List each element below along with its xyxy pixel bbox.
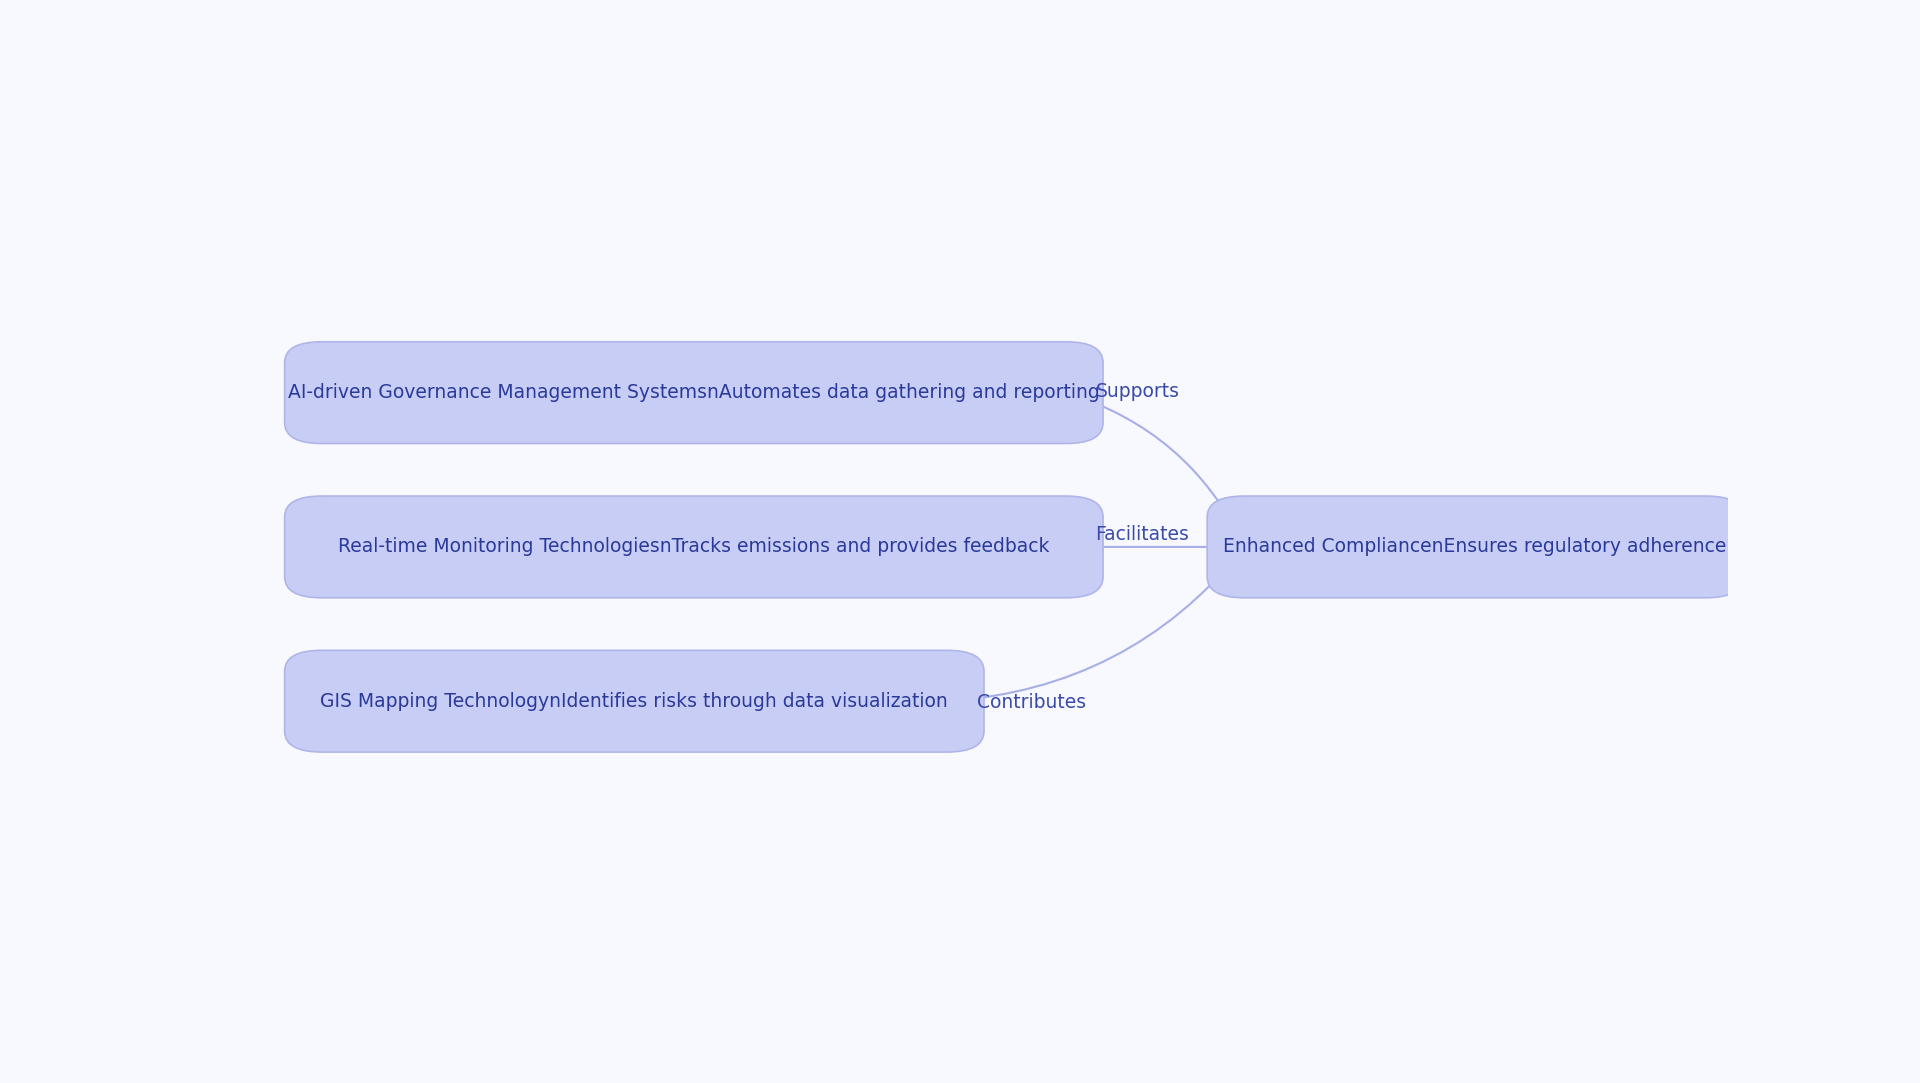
Text: AI-driven Governance Management SystemsnAutomates data gathering and reporting: AI-driven Governance Management Systemsn…	[288, 383, 1100, 402]
FancyBboxPatch shape	[284, 342, 1102, 444]
Text: Real-time Monitoring TechnologiesnTracks emissions and provides feedback: Real-time Monitoring TechnologiesnTracks…	[338, 537, 1050, 557]
Text: Enhanced CompliancenEnsures regulatory adherence: Enhanced CompliancenEnsures regulatory a…	[1223, 537, 1726, 557]
Text: GIS Mapping TechnologynIdentifies risks through data visualization: GIS Mapping TechnologynIdentifies risks …	[321, 692, 948, 710]
FancyBboxPatch shape	[1208, 496, 1743, 598]
Text: Contributes: Contributes	[977, 693, 1085, 712]
FancyArrowPatch shape	[1069, 543, 1238, 551]
FancyArrowPatch shape	[950, 551, 1240, 701]
FancyArrowPatch shape	[1069, 393, 1242, 543]
Text: Supports: Supports	[1096, 382, 1179, 401]
FancyBboxPatch shape	[284, 496, 1102, 598]
FancyBboxPatch shape	[284, 650, 983, 752]
Text: Facilitates: Facilitates	[1096, 525, 1190, 544]
